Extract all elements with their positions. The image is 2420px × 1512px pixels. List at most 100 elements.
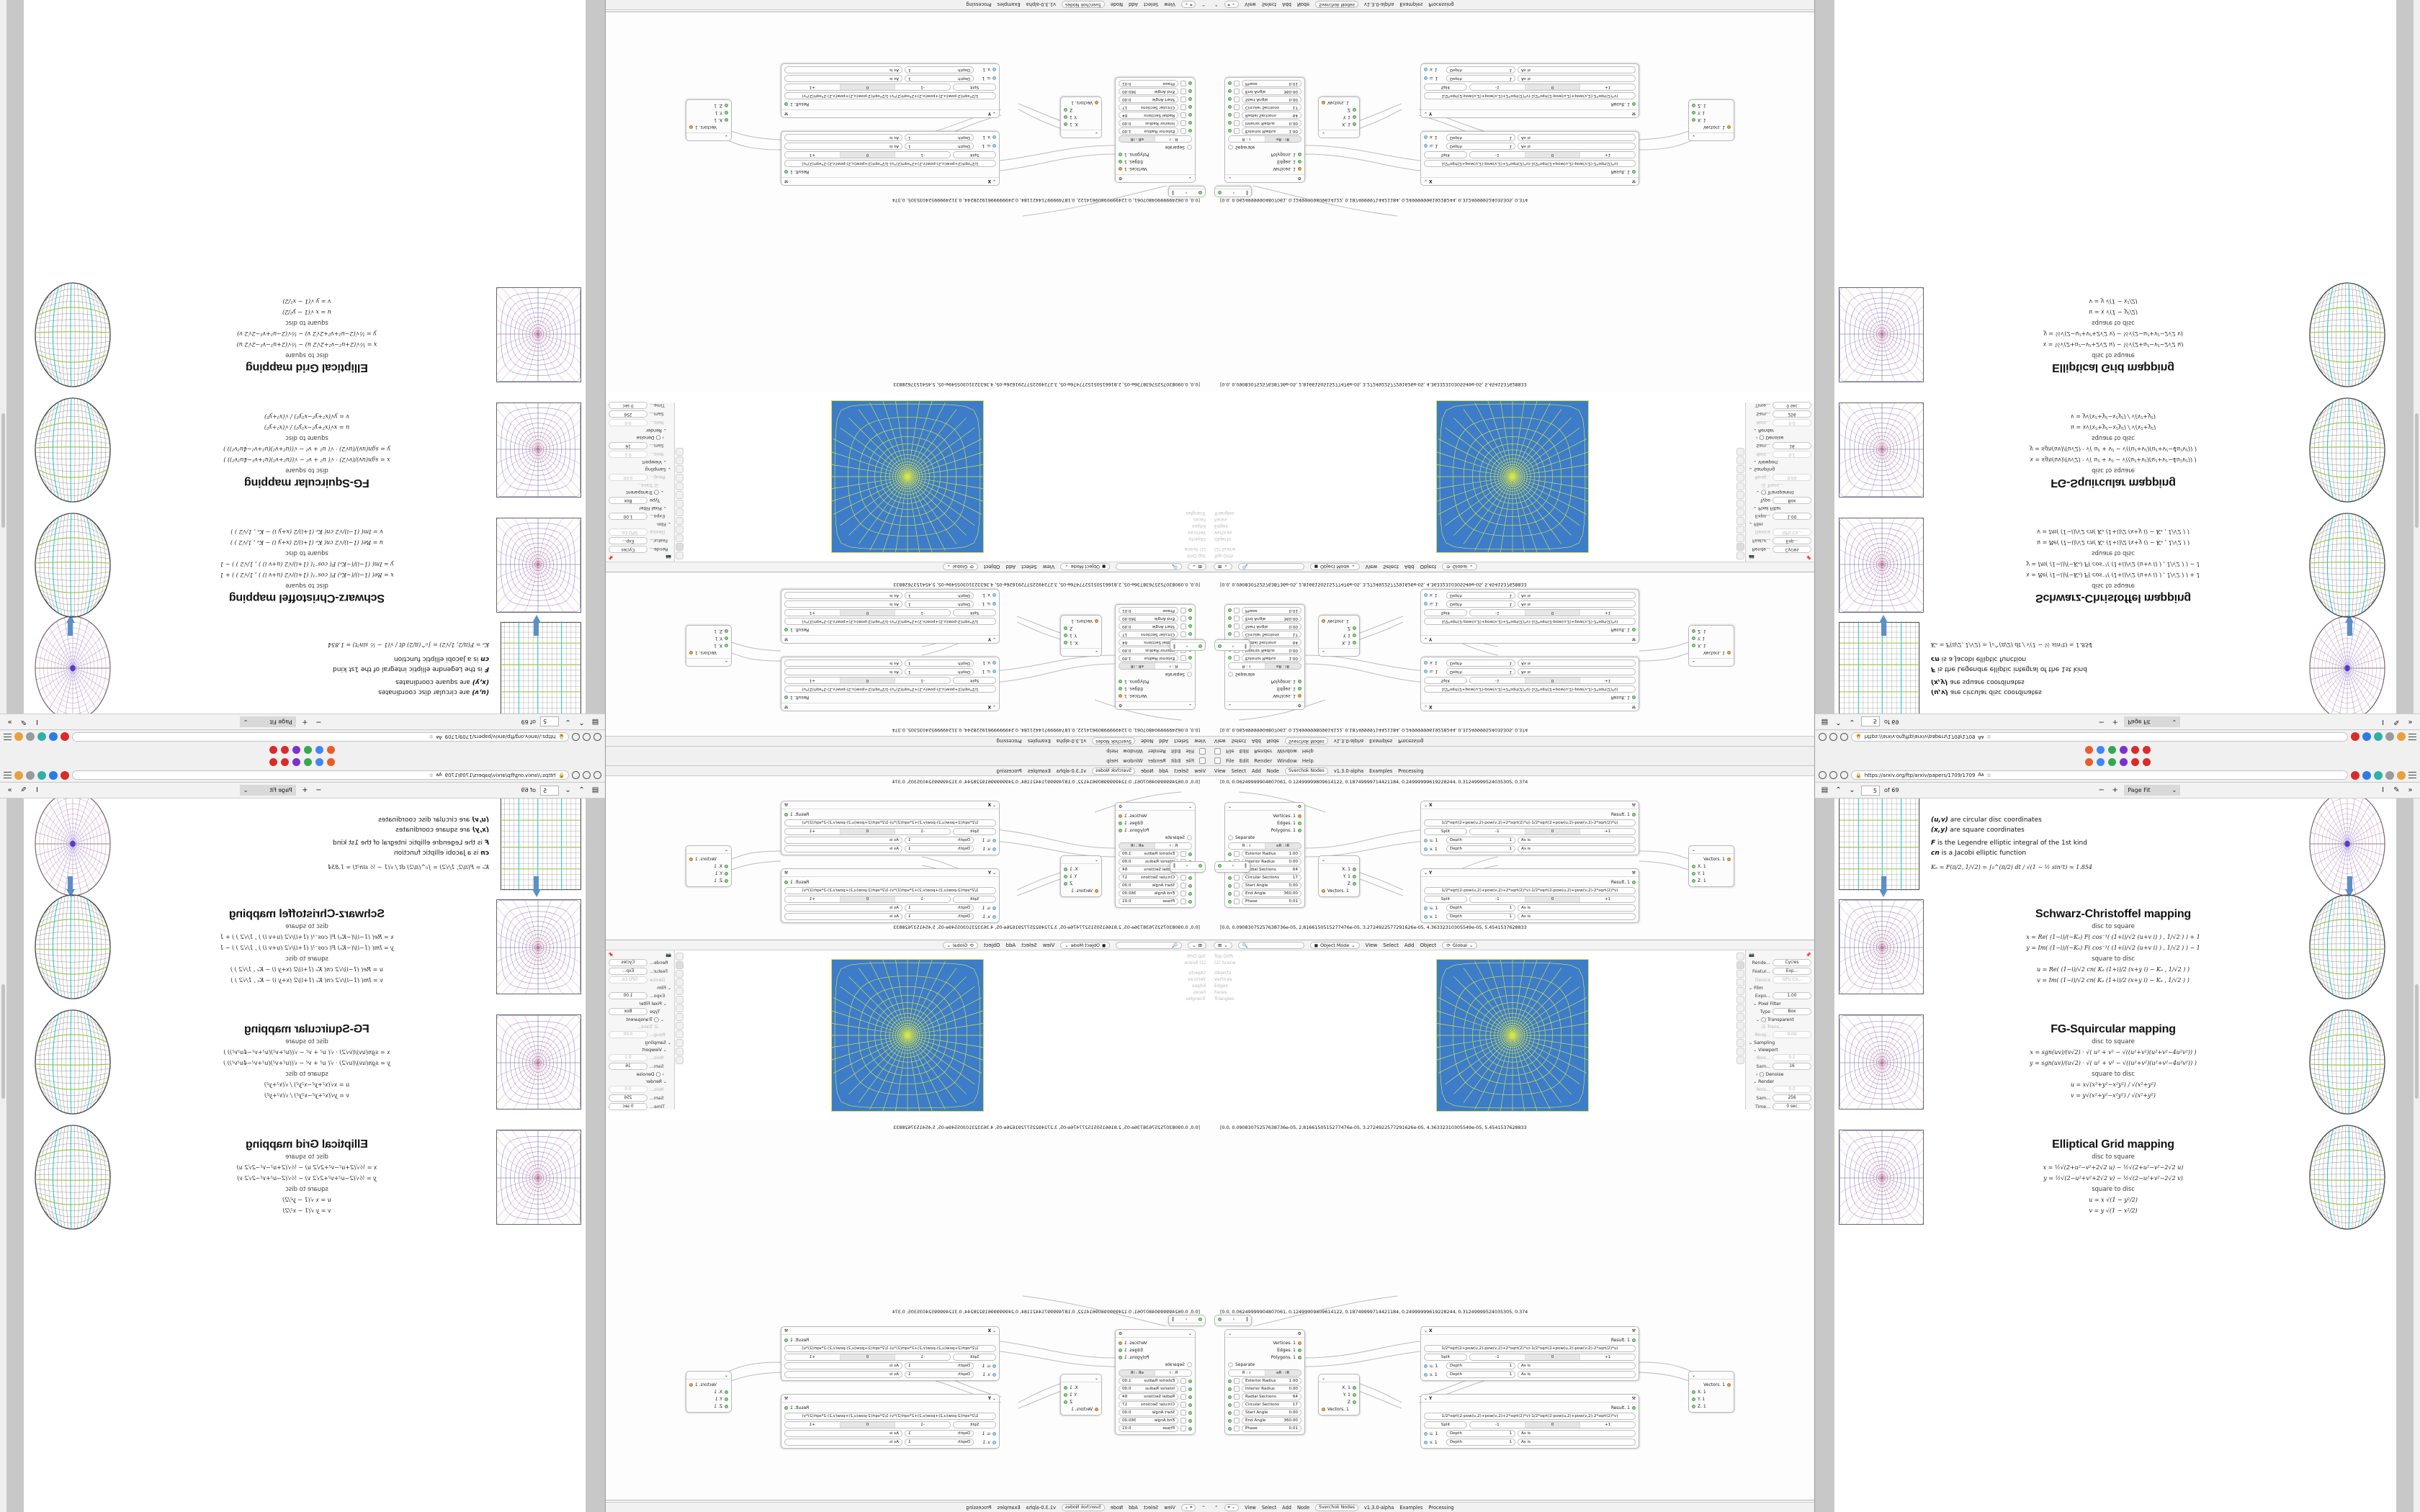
editor-type-selector[interactable]: ⊞ ⌄ [1214, 941, 1232, 949]
link-icon[interactable] [1234, 851, 1240, 857]
collapse-chevron-icon[interactable]: ⌄ Y [987, 636, 996, 642]
tab-particles-icon[interactable] [676, 482, 684, 490]
collapse-chevron-icon[interactable]: ⌄ [1692, 1372, 1696, 1378]
seg-zero[interactable]: 0 [839, 610, 895, 616]
torus-prop-row[interactable]: Start Angle 0.00 [1119, 882, 1192, 889]
section-render-sampling[interactable]: ⌄ Render [645, 428, 667, 433]
status-menu-add[interactable]: Add [1129, 1504, 1138, 1511]
vec-in-vectors[interactable]: Vectors. 1 [1322, 1405, 1356, 1413]
collapse-chevron-icon[interactable]: › [1185, 190, 1188, 196]
link-icon[interactable] [1180, 616, 1186, 621]
torus-prop-row[interactable]: Interior Radius 0.00 [1119, 120, 1192, 127]
vec-in-vectors[interactable]: Vectors. 1 [1064, 887, 1098, 894]
torus-out-edges[interactable]: Edges. 1 [1228, 1346, 1301, 1354]
sidebar-toggle-icon[interactable]: ▤ [1821, 718, 1829, 726]
vector-in-node-lower[interactable]: ⌄ X. 1 Y. 1 Z Vectors. 1 [1060, 1374, 1102, 1416]
torus-prop-row[interactable]: Radial Sections 64 [1228, 1393, 1301, 1400]
text-select-icon[interactable]: I [2382, 718, 2384, 726]
vp-menu-add[interactable]: Add [1005, 942, 1016, 948]
formula-x-input[interactable]: 1/2*sqrt(2+pow(u,2)-pow(v,2)+2*sqrt(2)*u… [1424, 685, 1636, 693]
torus-prop-row[interactable]: Circular Sections 17 [1119, 631, 1192, 638]
section-denoise[interactable]: › ◯ Denoise [636, 435, 664, 440]
torus-prop-row[interactable]: Start Angle 0.00 [1228, 623, 1301, 630]
tab-eRiR[interactable]: eR : iR [1265, 1370, 1301, 1376]
properties-tab-rail[interactable] [675, 404, 684, 560]
prop-render-time[interactable]: Time... 0 sec [606, 1102, 674, 1111]
zoom-out-button[interactable]: − [315, 718, 322, 726]
socket-dot-green[interactable] [1119, 680, 1122, 684]
depth-field[interactable]: Depth 1 [905, 66, 974, 73]
vec-in-vectors[interactable]: Vectors. 1 [1322, 99, 1356, 107]
tab-physics-icon[interactable] [676, 1030, 684, 1038]
socket-dot-green[interactable] [1298, 821, 1301, 825]
prop-exposure[interactable]: Expo... 1.00 [1746, 512, 1814, 521]
prop-viewport-noise[interactable]: Nois... 0.1 [1746, 1053, 1814, 1062]
node-settings-icon[interactable]: ⚙ [1297, 176, 1301, 181]
prop-socket[interactable] [1188, 876, 1192, 880]
socket-dot-green[interactable] [1353, 881, 1356, 886]
translate-icon[interactable]: 🗛 [436, 772, 442, 778]
mode-select[interactable]: As is [1518, 1362, 1636, 1369]
collapsed-node-lower[interactable]: › ‖ [1168, 1315, 1206, 1326]
depth-field[interactable]: Depth 1 [1446, 1439, 1515, 1446]
link-icon[interactable] [1234, 655, 1240, 661]
transform-orientation-selector[interactable]: ⟳ Global ⌄ [1442, 563, 1478, 571]
socket-dot-green[interactable] [725, 871, 728, 876]
pdf-scroll-thumb[interactable] [1, 984, 5, 1099]
tab-material-icon[interactable] [676, 1056, 684, 1064]
socket-dot-orange[interactable] [1119, 167, 1122, 171]
node-grip-icon[interactable]: ‖ [1172, 190, 1174, 196]
link-icon[interactable] [1234, 128, 1240, 134]
forward-arrow-icon[interactable] [583, 733, 591, 741]
depth-field[interactable]: Depth 1 [905, 75, 974, 82]
tab-eRiR[interactable]: eR : iR [1265, 843, 1301, 849]
torus-prop-row[interactable]: Exterior Radius 1.00 [1228, 1377, 1301, 1385]
forward-arrow-icon[interactable] [1829, 733, 1837, 741]
torus-mode-tabs[interactable]: R : r eR : iR [1228, 1369, 1301, 1377]
forward-arrow-icon[interactable] [583, 771, 591, 779]
node-editor-type-icon[interactable]: ⌗ ⌄ [1180, 1, 1196, 9]
socket-dot-green[interactable] [1218, 1317, 1222, 1321]
torus-out-polygons[interactable]: Polygons. 1 [1228, 678, 1301, 685]
tab-scene-icon[interactable] [1736, 517, 1744, 525]
torus-prop-row[interactable]: Phase 0.01 [1119, 898, 1192, 905]
bookmark-icon-1[interactable] [327, 746, 336, 754]
mode-select[interactable]: As is [784, 837, 902, 844]
prop-socket[interactable] [1228, 656, 1232, 660]
section-sampling[interactable]: ⌄ Sampling [645, 467, 671, 472]
mode-select[interactable]: As is [1518, 66, 1636, 73]
socket-dot-green[interactable] [1692, 629, 1695, 634]
seg-minus1[interactable]: -1 [895, 829, 950, 834]
sidebar-toggle-icon[interactable]: ▤ [1821, 786, 1829, 794]
mode-select[interactable]: As is [1518, 143, 1636, 150]
seg-plus1[interactable]: +1 [1580, 896, 1635, 902]
socket-dot-orange[interactable] [1298, 814, 1301, 818]
link-icon[interactable] [1234, 1402, 1240, 1408]
vecout-in-x[interactable]: X. 1 [689, 863, 728, 870]
formula-y-seg[interactable]: -1 0 +1 [784, 84, 951, 91]
section-film[interactable]: ⌄ Film [657, 986, 671, 991]
mode-select[interactable]: As is [1518, 837, 1636, 844]
torus-out-vertices[interactable]: Vertices. 1 [1119, 166, 1192, 173]
menu-window[interactable]: Window [1277, 748, 1297, 755]
highlight-pen-icon[interactable]: ✎ [2393, 718, 2400, 726]
vp-menu-add[interactable]: Add [1404, 942, 1415, 948]
node-tree-selector[interactable]: Sverchok Nodes [1092, 737, 1136, 745]
vecout-in-y[interactable]: Y. 1 [689, 1395, 728, 1403]
viewport-canvas[interactable]: Top Orth (2) Scene Objects Vertices Edge… [606, 392, 1210, 562]
socket-dot-blue[interactable] [992, 838, 996, 842]
node-pin-icon[interactable]: ⚒ [784, 111, 789, 117]
mode-select[interactable]: As is [784, 1439, 902, 1446]
examples-button[interactable]: Examples [1369, 738, 1393, 744]
bookmark-icon-5[interactable] [281, 746, 290, 754]
depth-field[interactable]: Depth 1 [905, 1371, 974, 1378]
mode-select[interactable]: As is [784, 1362, 902, 1369]
tab-render-icon[interactable] [1736, 961, 1744, 969]
section-film[interactable]: ⌄ Film [657, 521, 671, 526]
node-menu-add[interactable]: Add [1159, 768, 1168, 774]
seg-zero[interactable]: 0 [839, 678, 895, 683]
torus-prop-row[interactable]: Start Angle 0.00 [1119, 623, 1192, 630]
socket-dot-green[interactable] [1198, 191, 1202, 195]
prop-exposure[interactable]: Expo... 1.00 [1746, 991, 1814, 1000]
tab-Rr[interactable]: R : r [1229, 1370, 1265, 1376]
